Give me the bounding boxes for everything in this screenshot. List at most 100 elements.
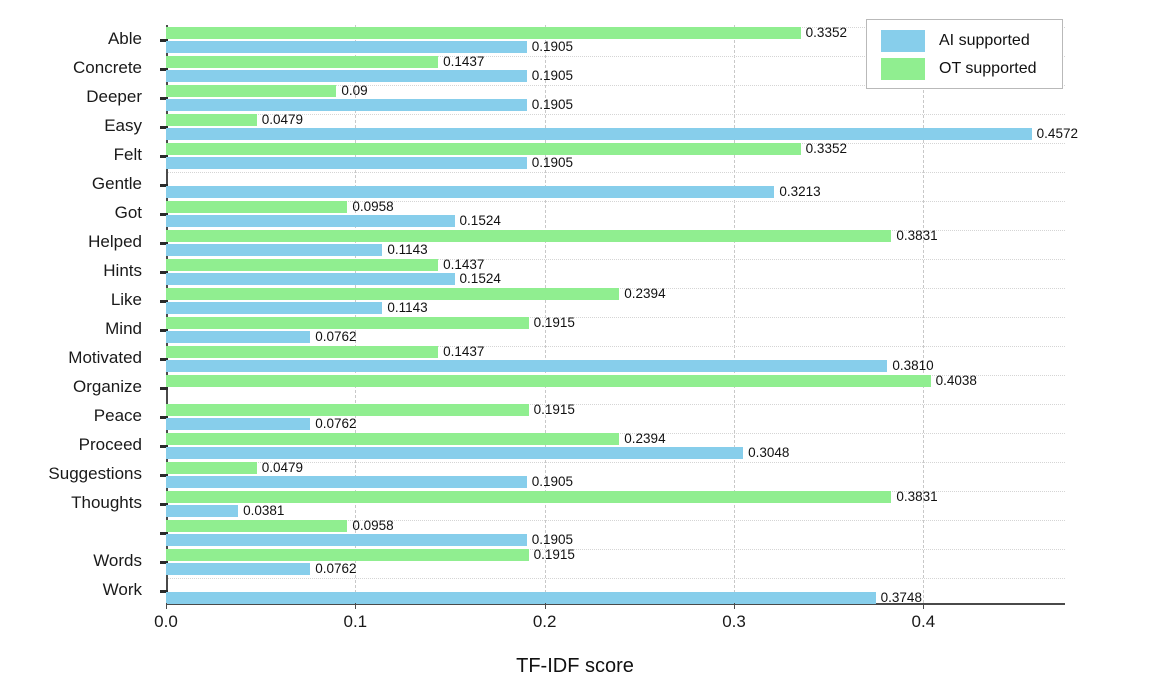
bar-ai-easy (166, 127, 1032, 140)
bar-ot-proceed (166, 432, 620, 445)
x-tick-label: 0.4 (911, 612, 936, 631)
y-axis-label-thoughts: Thoughts (71, 492, 142, 512)
bar-value-ot: 0.1915 (533, 401, 575, 417)
y-gridline (166, 549, 1065, 550)
x-tick-label: 0.3 (722, 612, 746, 631)
bar-ot-peace (166, 403, 529, 416)
bar-value-ot: 0.1437 (443, 343, 485, 359)
y-gridline (166, 201, 1065, 202)
bar-value-ot: 0.1437 (443, 256, 485, 272)
bar-value-ot: 0.3352 (805, 24, 847, 40)
bar-ot-unlabeled (166, 519, 348, 532)
y-axis-label-deeper: Deeper (86, 86, 142, 106)
bar-ai-work (166, 591, 876, 604)
y-tick-mark (160, 299, 168, 303)
bar-ot-organize (166, 374, 931, 387)
y-axis-category-labels: Able Concrete Deeper Easy Felt Gentle Got Helpe… (0, 0, 156, 699)
bar-value-ot: 0.0958 (352, 198, 394, 214)
bar-value-ot: 0.3831 (896, 488, 938, 504)
bar-ot-felt (166, 142, 801, 155)
y-gridline (166, 259, 1065, 260)
bar-ot-deeper (166, 84, 337, 97)
bar-value-ot: 0.1437 (443, 53, 485, 69)
bar-value-ai: 0.1905 (531, 473, 573, 489)
bar-ai-unlabeled (166, 533, 527, 546)
y-axis-label-gentle: Gentle (91, 173, 142, 193)
y-axis-label-felt: Felt (113, 144, 142, 164)
bar-ot-suggestions (166, 461, 257, 474)
y-axis-label-easy: Easy (104, 115, 142, 135)
y-gridline (166, 462, 1065, 463)
bar-ai-peace (166, 417, 311, 430)
x-gridline (923, 25, 925, 603)
bar-ai-motivated (166, 359, 888, 372)
bar-ot-mind (166, 316, 529, 329)
bar-value-ot: 0.1915 (533, 546, 575, 562)
y-axis-label-hints: Hints (103, 260, 142, 280)
y-axis-label-able: Able (107, 28, 142, 48)
y-gridline (166, 114, 1065, 115)
bar-ot-like (166, 287, 620, 300)
bar-ot-motivated (166, 345, 439, 358)
bar-value-ai: 0.1905 (531, 154, 573, 170)
y-axis-label-suggestions: Suggestions (48, 463, 142, 483)
bar-ai-helped (166, 243, 383, 256)
y-tick-mark (160, 589, 168, 593)
bar-value-ai: 0.0762 (315, 560, 357, 576)
y-gridline (166, 346, 1065, 347)
bar-ai-felt (166, 156, 527, 169)
legend-label-ot: OT supported (939, 60, 1037, 77)
bar-ot-hints (166, 258, 439, 271)
y-axis-label-words: Words (93, 550, 142, 570)
bar-value-ot: 0.2394 (624, 430, 666, 446)
y-tick-mark (160, 531, 168, 535)
bar-ai-gentle (166, 185, 775, 198)
bar-ot-concrete (166, 55, 439, 68)
y-tick-mark (160, 328, 168, 332)
bar-ot-got (166, 200, 348, 213)
x-axis-title: TF-IDF score (516, 655, 634, 677)
bar-value-ot: 0.09 (341, 82, 368, 98)
y-tick-mark (160, 415, 168, 419)
y-tick-mark (160, 560, 168, 564)
x-axis-line (166, 603, 1065, 605)
x-tick-label: 0.1 (343, 612, 368, 631)
bar-value-ot: 0.3831 (896, 227, 938, 243)
y-tick-mark (160, 125, 168, 129)
bar-value-ai: 0.1905 (531, 67, 573, 83)
y-axis-label-helped: Helped (88, 231, 142, 251)
bar-value-ai: 0.0762 (315, 415, 357, 431)
bar-value-ot: 0.0958 (352, 517, 394, 533)
y-gridline (166, 520, 1065, 521)
y-tick-mark (160, 473, 168, 477)
bar-value-ai: 0.3748 (880, 589, 922, 605)
bar-value-ot: 0.0479 (261, 459, 303, 475)
bar-ot-words (166, 548, 529, 561)
bar-value-ai: 0.3810 (892, 357, 934, 373)
bar-ot-thoughts (166, 490, 892, 503)
x-gridline (734, 25, 736, 603)
bar-value-ai: 0.1905 (531, 96, 573, 112)
bar-value-ai: 0.3048 (748, 444, 790, 460)
legend-item-ot-supported[interactable]: OT supported (881, 57, 1037, 81)
bar-value-ot: 0.1915 (533, 314, 575, 330)
bar-value-ai: 0.1524 (459, 212, 501, 228)
legend-swatch-ot-icon (881, 58, 925, 80)
legend-item-ai-supported[interactable]: AI supported (881, 29, 1030, 53)
y-axis-label-peace: Peace (93, 405, 142, 425)
y-axis-label-organize: Organize (73, 376, 142, 396)
bar-value-ai: 0.1143 (387, 299, 428, 315)
bar-ai-thoughts (166, 504, 239, 517)
y-tick-mark (160, 183, 168, 187)
chart-legend: AI supported OT supported (866, 19, 1063, 89)
bar-value-ot: 0.4038 (935, 372, 977, 388)
bar-value-ai: 0.4572 (1036, 125, 1078, 141)
bar-value-ai: 0.0381 (243, 502, 285, 518)
y-gridline (166, 578, 1065, 579)
x-tick-mark (166, 603, 167, 609)
bar-ai-deeper (166, 98, 527, 111)
y-axis-label-got: Got (114, 202, 142, 222)
y-gridline (166, 56, 1065, 57)
bar-ot-able (166, 26, 801, 39)
y-axis-label-motivated: Motivated (68, 347, 142, 367)
